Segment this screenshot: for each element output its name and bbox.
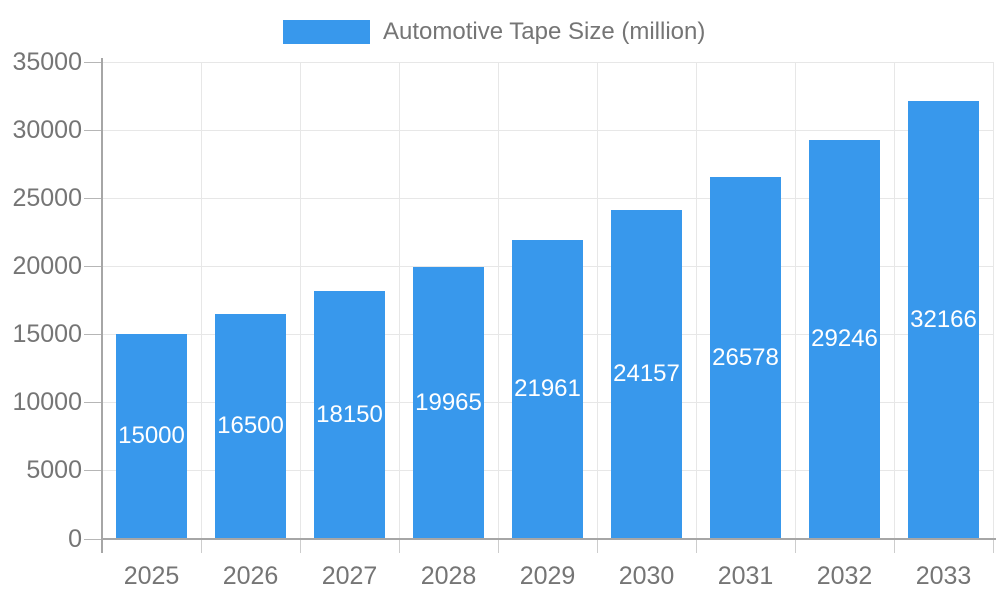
bar — [809, 140, 880, 539]
x-axis-label: 2027 — [321, 562, 378, 590]
y-axis-label: 5000 — [26, 456, 82, 485]
gridline-v — [300, 62, 301, 539]
y-axis-tick — [84, 334, 102, 336]
y-axis-label: 30000 — [12, 116, 82, 145]
bar-value-label: 26578 — [712, 343, 779, 371]
x-axis-label: 2028 — [420, 562, 477, 590]
gridline-v — [795, 62, 796, 539]
x-axis-line — [102, 537, 996, 540]
x-axis-tick — [993, 539, 994, 553]
x-axis-tick — [696, 539, 697, 553]
y-axis-label: 10000 — [12, 388, 82, 417]
legend-label: Automotive Tape Size (million) — [383, 18, 706, 45]
bar-value-label: 16500 — [217, 412, 284, 440]
x-axis-label: 2029 — [519, 562, 576, 590]
bar — [215, 313, 286, 539]
gridline-h — [102, 197, 993, 199]
y-axis-tick — [84, 266, 102, 268]
y-axis-label: 15000 — [12, 320, 82, 349]
gridline-v — [993, 62, 994, 539]
legend-item[interactable]: Automotive Tape Size (million) — [283, 18, 705, 46]
x-axis-tick — [894, 539, 895, 553]
x-axis-label: 2030 — [618, 562, 675, 590]
bar — [710, 176, 781, 539]
y-axis-label: 0 — [68, 524, 82, 553]
x-axis-label: 2025 — [123, 562, 180, 590]
gridline-v — [498, 62, 499, 539]
bar — [314, 291, 385, 539]
gridline-v — [597, 62, 598, 539]
bar-value-label: 18150 — [316, 400, 383, 428]
bar — [611, 209, 682, 539]
bar-value-label: 24157 — [613, 360, 680, 388]
bar-value-label: 32166 — [910, 305, 977, 333]
x-axis-tick — [498, 539, 499, 553]
bar — [512, 239, 583, 539]
x-axis-label: 2032 — [816, 562, 873, 590]
gridline-v — [894, 62, 895, 539]
y-axis-label: 35000 — [12, 48, 82, 76]
x-axis-label: 2033 — [915, 562, 972, 590]
y-axis-label: 20000 — [12, 252, 82, 281]
bar-value-label: 19965 — [415, 388, 482, 416]
y-axis-tick — [84, 198, 102, 200]
x-axis-tick — [201, 539, 202, 553]
gridline-h — [102, 129, 993, 131]
x-axis-tick — [399, 539, 400, 553]
bar-value-label: 15000 — [118, 422, 185, 450]
bar-value-label: 29246 — [811, 325, 878, 353]
gridline-h — [102, 61, 993, 63]
x-axis-tick — [300, 539, 301, 553]
bar — [413, 266, 484, 539]
y-axis-tick — [84, 130, 102, 132]
x-axis-tick — [597, 539, 598, 553]
gridline-v — [696, 62, 697, 539]
gridline-v — [399, 62, 400, 539]
x-axis-label: 2026 — [222, 562, 279, 590]
x-axis-label: 2031 — [717, 562, 774, 590]
y-axis-tick — [84, 538, 102, 540]
bar — [908, 100, 979, 539]
legend-swatch-icon — [283, 20, 370, 44]
y-axis-line — [101, 58, 103, 553]
bar-value-label: 21961 — [514, 375, 581, 402]
gridline-v — [201, 62, 202, 539]
y-axis-tick — [84, 402, 102, 404]
bar — [116, 334, 187, 539]
y-axis-tick — [84, 62, 102, 63]
y-axis-label: 25000 — [12, 184, 82, 213]
x-axis-tick — [795, 539, 796, 553]
y-axis-tick — [84, 470, 102, 472]
